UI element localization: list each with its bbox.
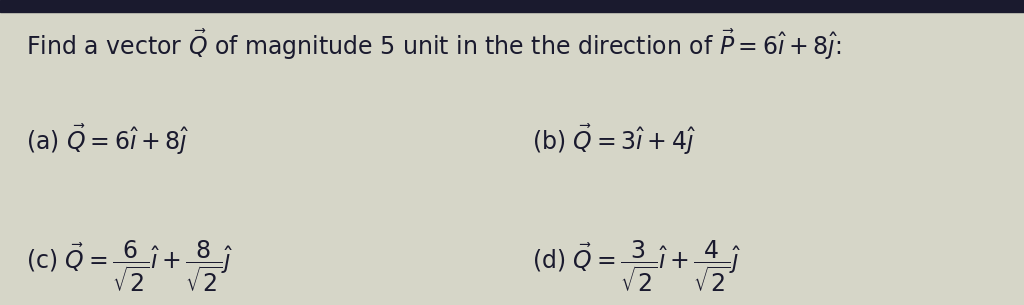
Text: (d) $\vec{Q} = \dfrac{3}{\sqrt{2}}\hat{\imath} + \dfrac{4}{\sqrt{2}}\hat{\jmath}: (d) $\vec{Q} = \dfrac{3}{\sqrt{2}}\hat{\…: [532, 238, 741, 294]
Text: Find a vector $\vec{Q}$ of magnitude 5 unit in the the direction of $\vec{P} = 6: Find a vector $\vec{Q}$ of magnitude 5 u…: [26, 27, 841, 62]
Text: (c) $\vec{Q} = \dfrac{6}{\sqrt{2}}\hat{\imath} + \dfrac{8}{\sqrt{2}}\hat{\jmath}: (c) $\vec{Q} = \dfrac{6}{\sqrt{2}}\hat{\…: [26, 238, 232, 294]
Text: (a) $\vec{Q} = 6\hat{\imath} + 8\hat{\jmath}$: (a) $\vec{Q} = 6\hat{\imath} + 8\hat{\jm…: [26, 122, 189, 157]
Bar: [0, 0, 1024, 12]
Text: (b) $\vec{Q} = 3\hat{\imath} + 4\hat{\jmath}$: (b) $\vec{Q} = 3\hat{\imath} + 4\hat{\jm…: [532, 122, 696, 157]
